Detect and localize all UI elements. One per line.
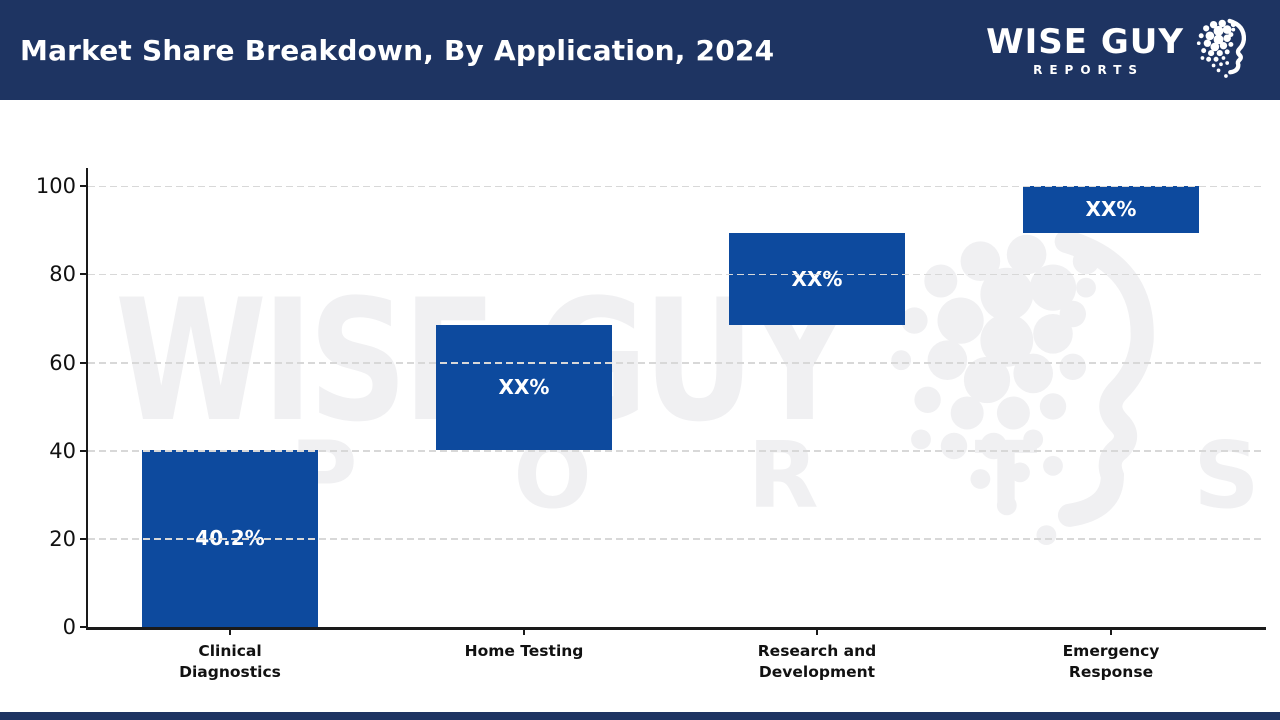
- x-category-label-home-testing: Home Testing: [464, 642, 584, 660]
- x-category-label-clinical-diagnostics: Clinical Diagnostics: [179, 642, 281, 681]
- x-tick-mark-emergency-response: [1110, 629, 1112, 635]
- y-tick-label-0: 0: [62, 615, 76, 639]
- gridline-80: [88, 273, 1264, 276]
- logo-subtitle: REPORTS: [1033, 62, 1145, 77]
- y-tick-mark-100: [80, 185, 87, 188]
- bar-home-testing: XX%: [436, 325, 612, 450]
- y-tick-label-80: 80: [49, 262, 76, 287]
- x-tick-mark-research-and-development: [816, 629, 818, 635]
- y-axis-line: [86, 168, 88, 629]
- bar-research-and-development: XX%: [729, 232, 905, 326]
- y-tick-mark-80: [80, 273, 87, 276]
- gridline-100: [88, 185, 1264, 188]
- logo-name: WISE GUY: [986, 21, 1184, 62]
- wise-guy-logo: WISE GUY REPORTS: [986, 16, 1252, 84]
- gridline-60: [88, 361, 1264, 364]
- chart-area: WISE GUY P O R T S 40.2%XX%XX%XX% 020406…: [0, 100, 1280, 712]
- x-tick-mark-home-testing: [523, 629, 525, 635]
- x-category-label-research-and-development: Research and Development: [757, 642, 877, 681]
- footer-bar: [0, 712, 1280, 720]
- gridline-40: [88, 450, 1264, 452]
- x-axis-line: [86, 627, 1266, 630]
- y-tick-mark-40: [80, 449, 87, 452]
- y-tick-mark-0: [80, 626, 87, 628]
- y-tick-mark-20: [80, 537, 87, 540]
- bar-value-label-research-and-development: XX%: [791, 266, 843, 291]
- header-bar: Market Share Breakdown, By Application, …: [0, 0, 1280, 100]
- bar-value-label-emergency-response: XX%: [1085, 197, 1137, 222]
- bar-value-label-home-testing: XX%: [498, 375, 550, 400]
- dotted-head-icon: [1190, 16, 1252, 84]
- y-tick-label-20: 20: [49, 526, 76, 551]
- y-tick-label-40: 40: [49, 438, 76, 463]
- bar-emergency-response: XX%: [1023, 186, 1199, 233]
- x-tick-mark-clinical-diagnostics: [229, 629, 231, 635]
- page-title: Market Share Breakdown, By Application, …: [20, 33, 775, 67]
- gridline-20: [88, 538, 1264, 540]
- y-tick-label-100: 100: [35, 174, 76, 199]
- x-category-label-emergency-response: Emergency Response: [1062, 642, 1160, 681]
- y-tick-mark-60: [80, 361, 87, 364]
- y-tick-label-60: 60: [49, 350, 76, 375]
- plot-area: 40.2% XX% XX% XX%: [88, 168, 1264, 627]
